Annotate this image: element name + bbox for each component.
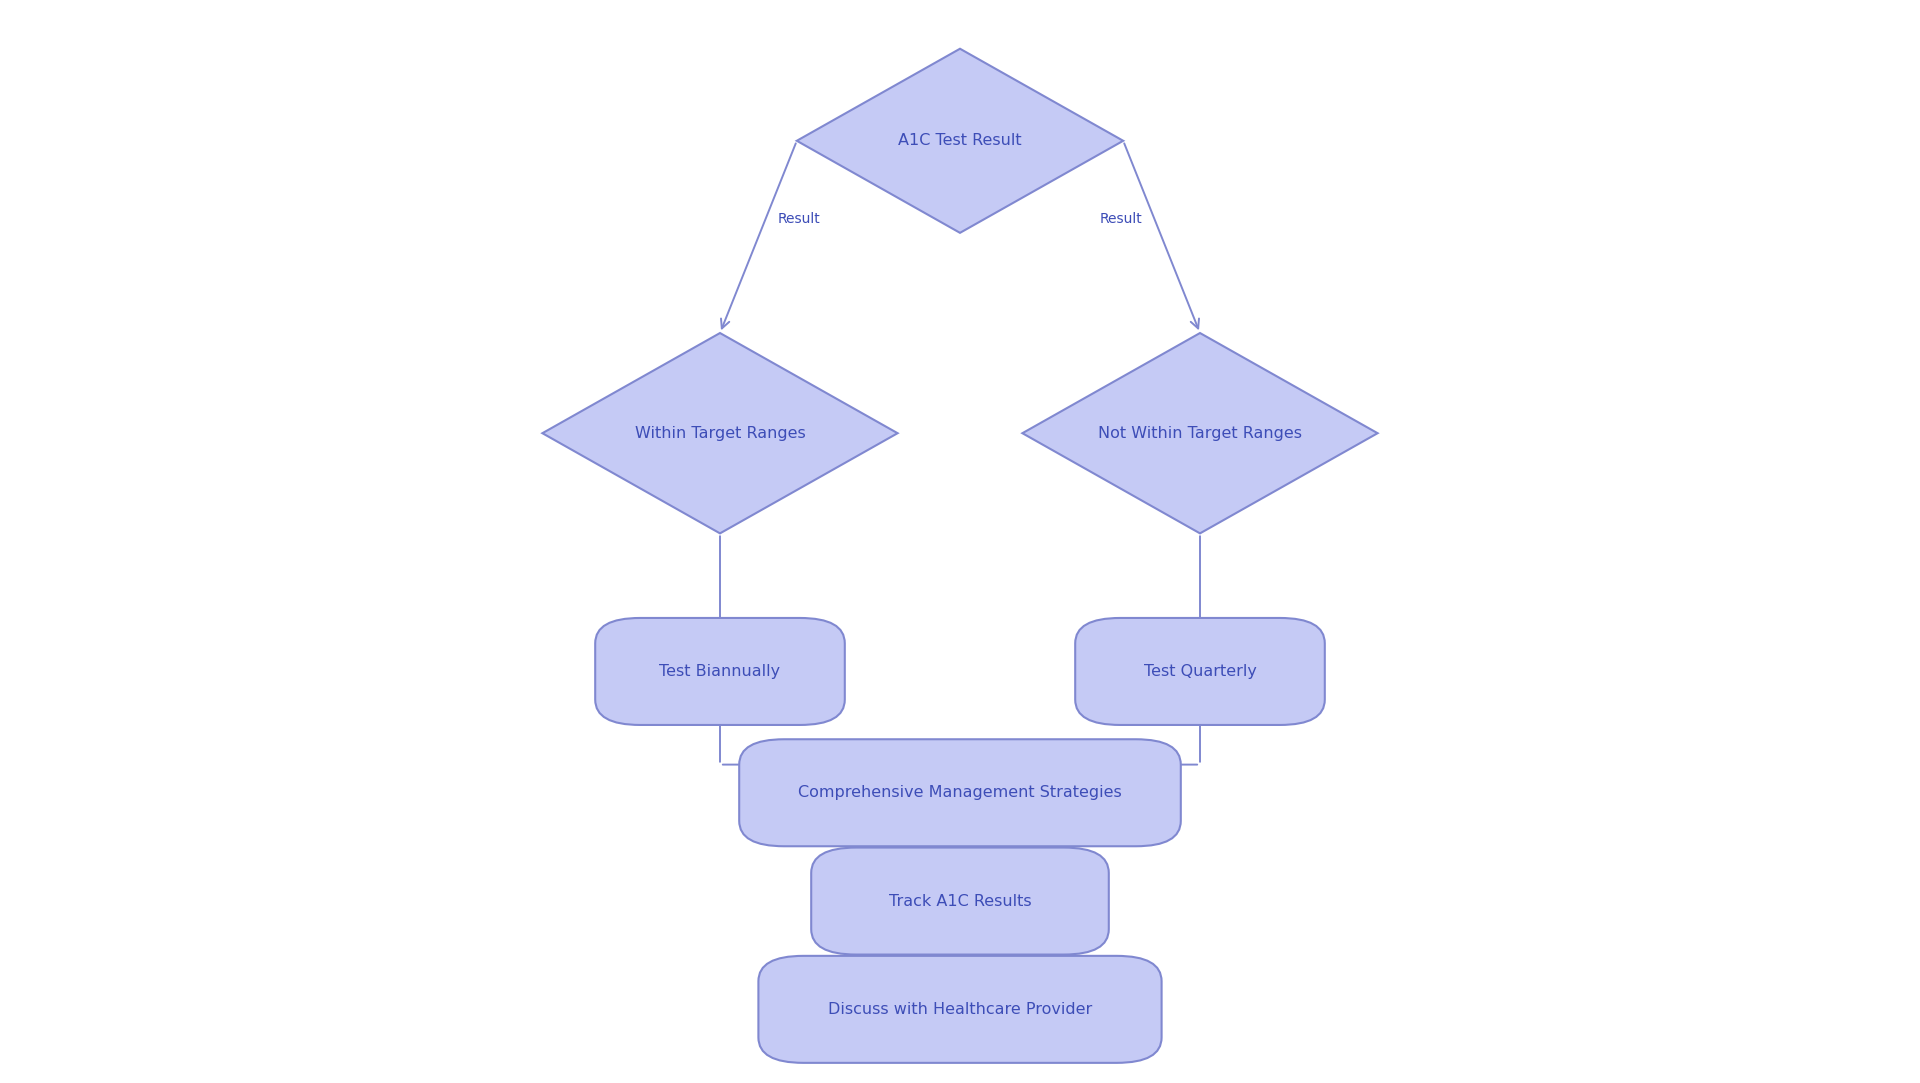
- FancyBboxPatch shape: [1075, 618, 1325, 725]
- Polygon shape: [797, 49, 1123, 233]
- Text: Comprehensive Management Strategies: Comprehensive Management Strategies: [799, 785, 1121, 800]
- FancyBboxPatch shape: [739, 740, 1181, 846]
- FancyBboxPatch shape: [595, 618, 845, 725]
- Text: Track A1C Results: Track A1C Results: [889, 893, 1031, 909]
- Text: Test Biannually: Test Biannually: [659, 664, 781, 679]
- Text: A1C Test Result: A1C Test Result: [899, 133, 1021, 148]
- Text: Discuss with Healthcare Provider: Discuss with Healthcare Provider: [828, 1002, 1092, 1017]
- Text: Result: Result: [1100, 212, 1142, 226]
- Text: Within Target Ranges: Within Target Ranges: [636, 426, 804, 441]
- Polygon shape: [1021, 334, 1379, 534]
- Text: Not Within Target Ranges: Not Within Target Ranges: [1098, 426, 1302, 441]
- Text: Test Quarterly: Test Quarterly: [1144, 664, 1256, 679]
- FancyBboxPatch shape: [758, 956, 1162, 1062]
- Text: Result: Result: [778, 212, 820, 226]
- Polygon shape: [541, 334, 899, 534]
- FancyBboxPatch shape: [810, 848, 1110, 954]
